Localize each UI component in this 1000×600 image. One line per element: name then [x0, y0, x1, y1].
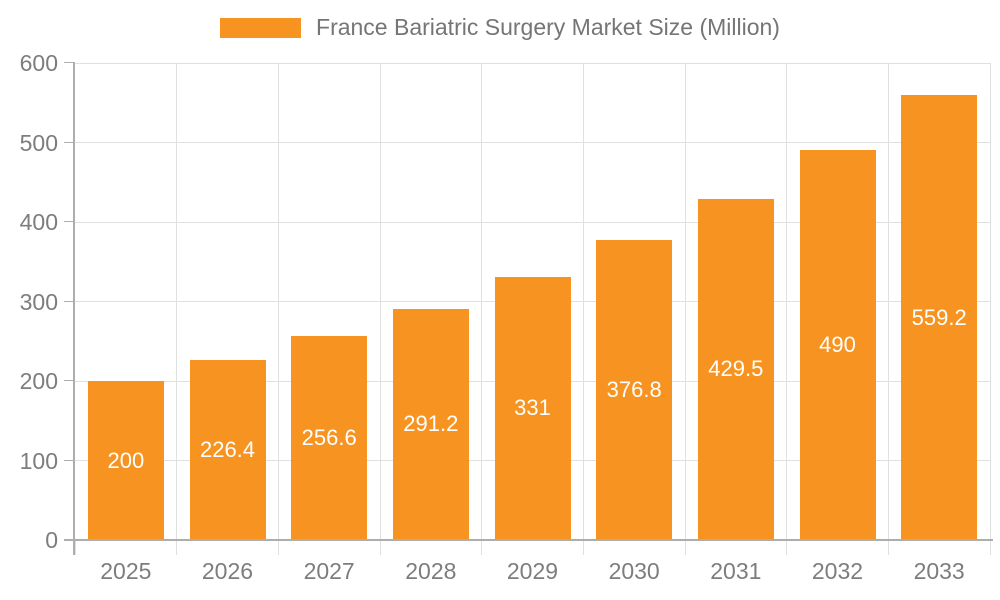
y-tick-mark [64, 221, 75, 222]
bar: 490 [799, 150, 876, 540]
bar: 226.4 [189, 360, 266, 540]
x-tick-label: 2026 [201, 558, 254, 584]
x-tick-mark [277, 540, 279, 555]
y-tick-mark [64, 539, 75, 540]
x-tick-label: 2032 [811, 558, 864, 584]
y-tick-label: 200 [19, 368, 58, 394]
bar: 429.5 [697, 198, 774, 540]
x-tick-mark [481, 540, 483, 555]
legend-swatch[interactable] [220, 17, 302, 38]
legend-label[interactable]: France Bariatric Surgery Market Size (Mi… [316, 14, 780, 40]
bar: 559.2 [901, 95, 978, 540]
x-tick-label: 2025 [100, 558, 152, 584]
bar: 376.8 [596, 240, 673, 540]
y-tick-label: 400 [19, 209, 58, 235]
gridline-v [277, 63, 279, 540]
bar-value-label: 559.2 [911, 304, 967, 330]
bar: 331 [494, 276, 571, 540]
x-tick-label: 2028 [405, 558, 457, 584]
x-tick-mark [887, 540, 889, 555]
x-tick-mark [379, 540, 381, 555]
x-tick-label: 2027 [303, 558, 355, 584]
gridline-v [582, 63, 584, 540]
y-tick-mark [64, 380, 75, 381]
x-tick-label: 2029 [506, 558, 559, 584]
legend-item[interactable]: France Bariatric Surgery Market Size (Mi… [0, 14, 1000, 41]
plot-area: 200 226.4 256.6 291.2 331 376.8 429.5 490 559.2 [75, 62, 991, 540]
y-tick-label: 100 [19, 447, 58, 474]
bar-value-label: 331 [514, 395, 551, 421]
gridline-h [75, 142, 990, 143]
x-tick-label: 2033 [913, 558, 965, 584]
x-tick-mark [684, 540, 686, 555]
y-tick-label: 0 [45, 527, 58, 553]
x-tick-label: 2031 [710, 558, 762, 584]
bar: 291.2 [392, 308, 469, 540]
gridline-v [887, 63, 889, 540]
y-axis: 0 100 200 300 400 500 600 [0, 0, 75, 600]
bar: 256.6 [291, 336, 368, 540]
y-tick-label: 600 [19, 50, 58, 76]
x-tick-label: 2030 [608, 558, 660, 584]
gridline-h [75, 221, 990, 223]
gridline-h [75, 62, 990, 64]
bar-value-label: 291.2 [403, 411, 459, 437]
y-tick-mark [64, 459, 75, 461]
gridline-v [176, 63, 178, 540]
bar-value-label: 226.4 [199, 437, 256, 462]
bar-value-label: 429.5 [708, 356, 764, 382]
x-tick-mark [176, 540, 178, 555]
bar: 200 [87, 381, 164, 540]
bar-value-label: 256.6 [301, 425, 357, 450]
y-tick-label: 500 [19, 129, 58, 156]
bar-value-label: 376.8 [606, 377, 662, 403]
gridline-v [989, 63, 991, 540]
gridline-v [379, 63, 381, 540]
bar-value-label: 200 [107, 447, 145, 473]
x-tick-mark [582, 540, 584, 555]
x-tick-mark [786, 540, 788, 555]
gridline-v [481, 63, 483, 540]
y-tick-mark [64, 300, 75, 302]
bar-value-label: 490 [819, 332, 856, 358]
y-tick-label: 300 [19, 288, 58, 315]
y-tick-mark [64, 62, 75, 63]
x-tick-mark [989, 540, 991, 555]
gridline-v [684, 63, 686, 540]
gridline-v [786, 63, 788, 540]
y-tick-mark [64, 141, 75, 143]
